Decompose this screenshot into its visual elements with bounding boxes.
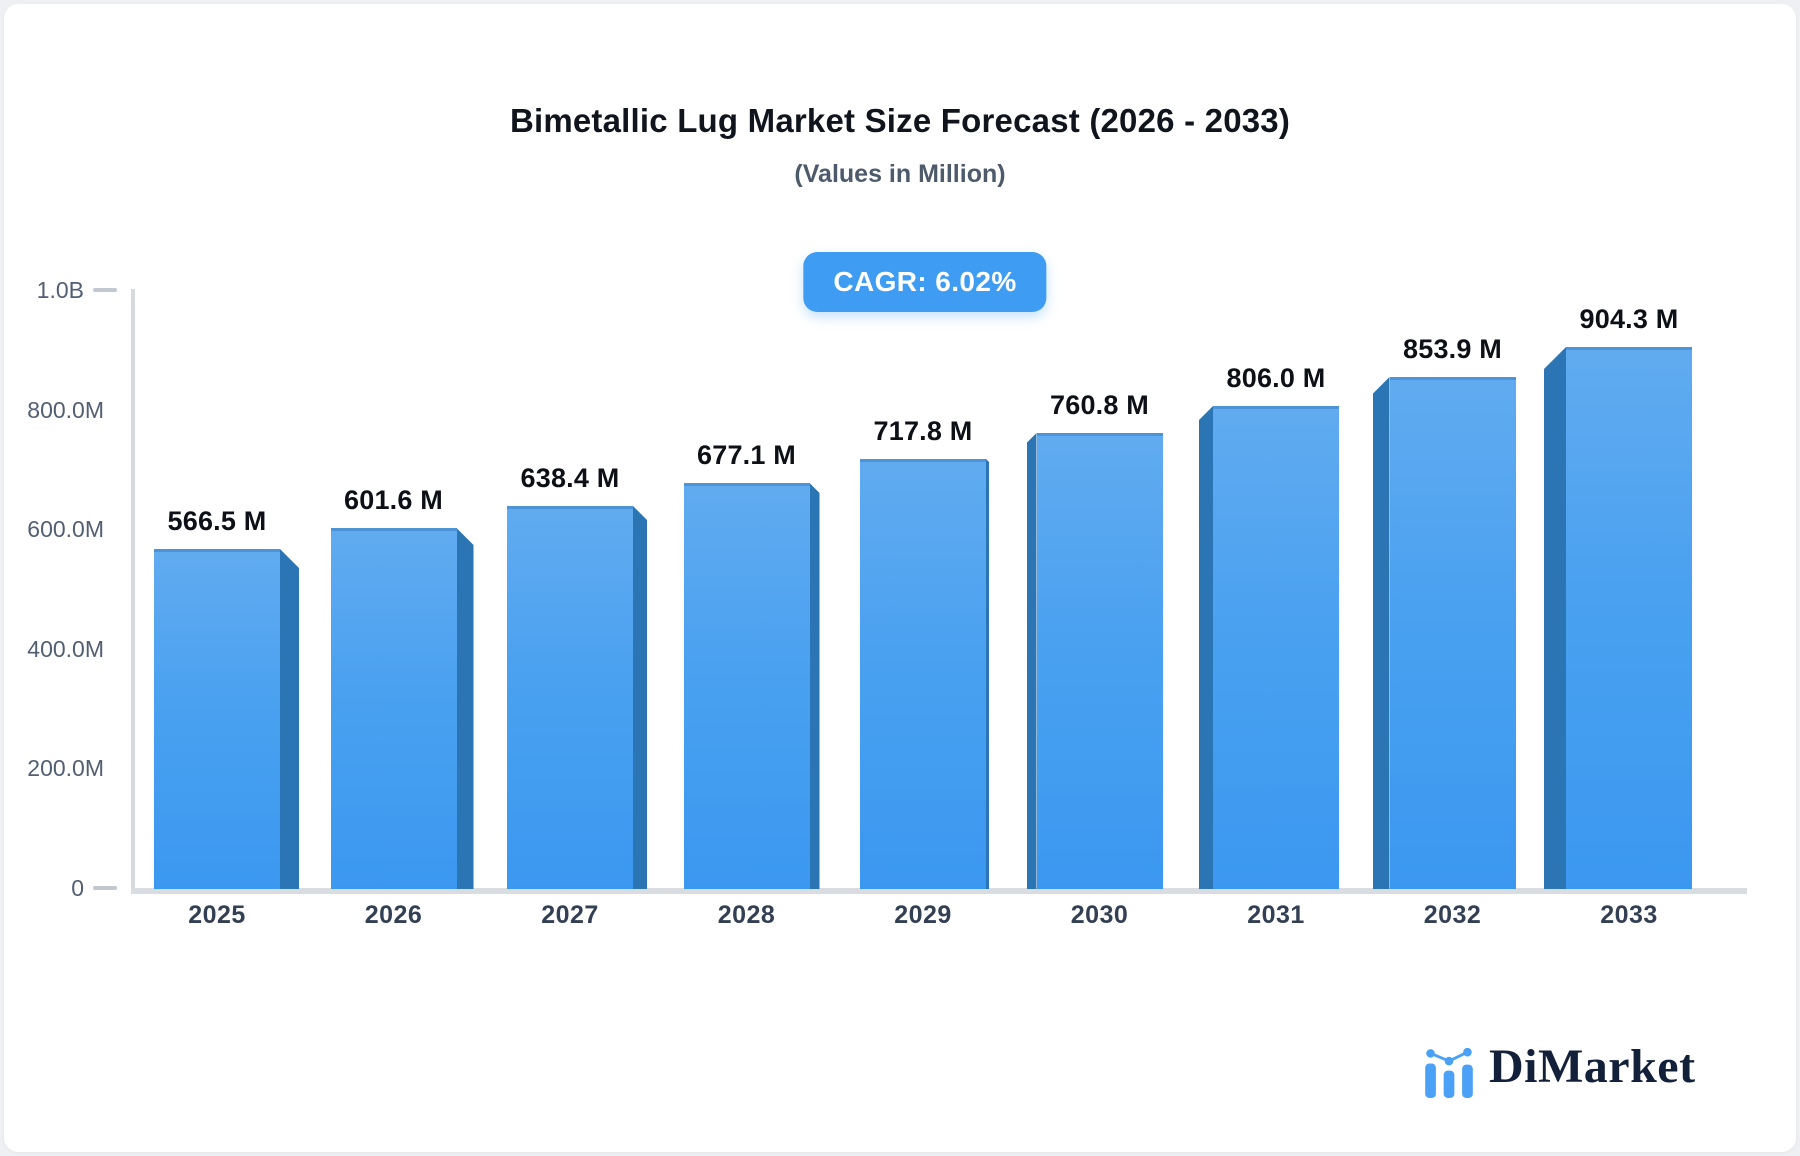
- x-axis-label-2030: 2030: [1070, 901, 1129, 929]
- bar-value-label-2027: 638.4 M: [520, 463, 620, 493]
- bar-side-2033: [1544, 347, 1566, 889]
- x-axis-line: [131, 888, 1747, 894]
- bar-2027: [507, 506, 633, 889]
- bar-chart-logo-icon: [1425, 1048, 1473, 1098]
- bar-top-edge: [1566, 347, 1692, 350]
- y-axis-tick-label: 600.0M: [27, 516, 104, 543]
- bar-2025: [154, 549, 280, 889]
- bar-value-label-2031: 806.0 M: [1226, 363, 1326, 393]
- bar-2026: [330, 528, 457, 889]
- bar-2029: [860, 459, 986, 889]
- y-axis-tick-label: 400.0M: [27, 635, 104, 662]
- x-axis-label-2027: 2027: [541, 901, 599, 929]
- bar-side-2027: [633, 506, 647, 889]
- bar-value-label-2033: 904.3 M: [1579, 304, 1679, 334]
- bar-side-2026: [456, 528, 474, 889]
- bar-side-2029: [986, 459, 989, 889]
- bar-top-edge: [507, 506, 633, 509]
- brand-logo: DiMarket: [1425, 1040, 1696, 1098]
- bar-2028: [683, 483, 810, 889]
- x-axis-label-2029: 2029: [894, 901, 952, 929]
- bar-side-2025: [280, 549, 299, 889]
- x-axis-label-2026: 2026: [364, 901, 423, 929]
- y-axis-tick-label: 200.0M: [27, 755, 104, 782]
- bar-value-label-2029: 717.8 M: [873, 416, 973, 446]
- x-axis-label-2028: 2028: [717, 901, 776, 929]
- cagr-badge: CAGR: 6.02%: [803, 252, 1047, 312]
- y-axis-tick-mark: [93, 288, 117, 292]
- bar-top-edge: [1036, 433, 1163, 436]
- bar-side-2030: [1026, 433, 1037, 889]
- bar-value-label-2032: 853.9 M: [1403, 334, 1502, 364]
- bar-value-label-2028: 677.1 M: [697, 440, 796, 470]
- x-axis-label-2033: 2033: [1600, 901, 1658, 929]
- bar-value-label-2026: 601.6 M: [344, 485, 443, 515]
- bar-2032: [1389, 377, 1516, 889]
- bar-side-2032: [1372, 377, 1390, 889]
- y-axis-tick-label: 1.0B: [36, 277, 84, 303]
- bar-value-label-2030: 760.8 M: [1050, 390, 1149, 420]
- bar-value-label-2025: 566.5 M: [167, 506, 267, 536]
- x-axis-label-2025: 2025: [188, 901, 246, 929]
- y-axis-tick-label: 0: [71, 875, 84, 901]
- x-axis-label-2032: 2032: [1423, 901, 1482, 929]
- chart-subtitle: (Values in Million): [794, 160, 1006, 188]
- bar-top-edge: [330, 528, 457, 531]
- bar-top-edge: [1389, 377, 1516, 380]
- chart-title: Bimetallic Lug Market Size Forecast (202…: [509, 102, 1291, 139]
- bar-2033: [1566, 347, 1692, 889]
- bar-side-2028: [809, 483, 820, 889]
- brand-name: DiMarket: [1489, 1040, 1696, 1093]
- bar-top-edge: [1213, 406, 1339, 409]
- bar-top-edge: [154, 549, 280, 552]
- bar-2031: [1213, 406, 1339, 889]
- bar-2030: [1036, 433, 1163, 889]
- bar-top-edge: [683, 483, 810, 486]
- bar-side-2031: [1199, 406, 1213, 889]
- y-axis-tick-label: 800.0M: [27, 396, 104, 423]
- y-axis-tick-mark: [93, 886, 117, 890]
- y-axis-line: [131, 289, 135, 889]
- x-axis-label-2031: 2031: [1247, 901, 1305, 929]
- bar-top-edge: [860, 459, 986, 462]
